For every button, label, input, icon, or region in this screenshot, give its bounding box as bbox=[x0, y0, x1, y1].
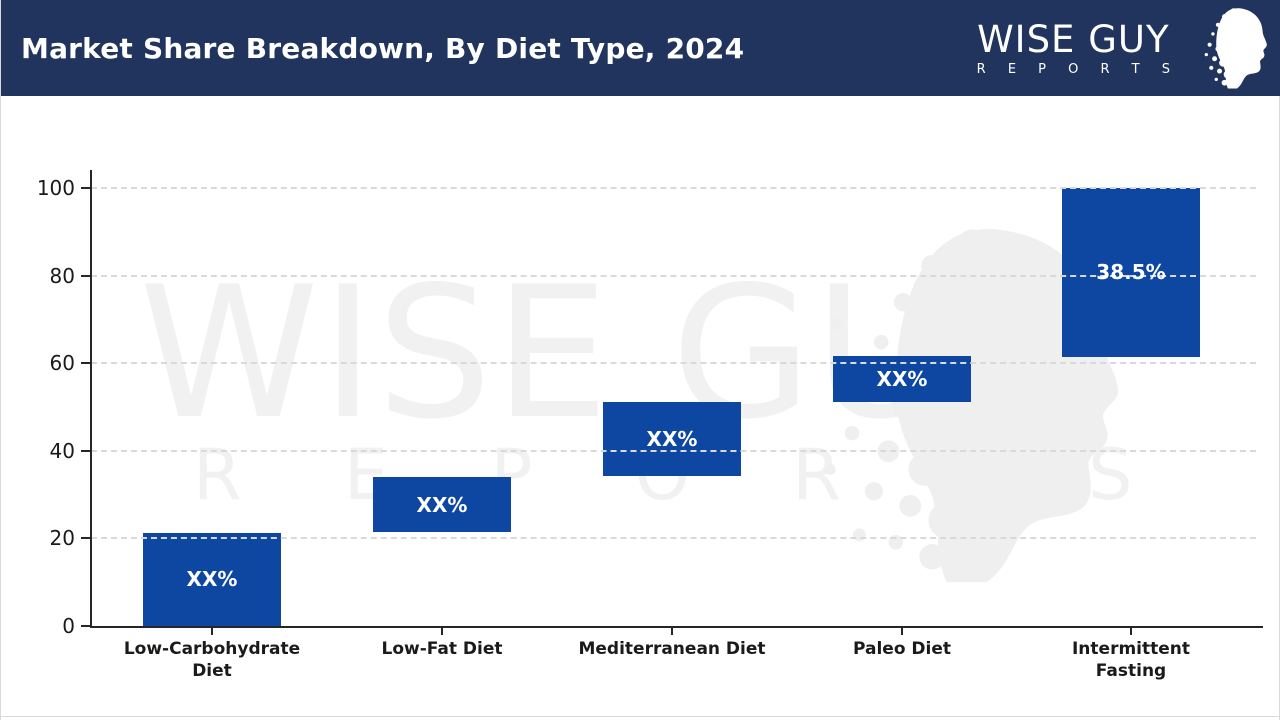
gridline-80 bbox=[91, 274, 1256, 277]
y-tick-mark bbox=[81, 449, 90, 452]
x-tick-mark bbox=[901, 628, 903, 635]
x-axis-spine bbox=[90, 626, 1263, 628]
x-tick-mark bbox=[1130, 628, 1132, 635]
y-axis-spine bbox=[90, 170, 92, 628]
bar-2 bbox=[603, 401, 741, 476]
x-tick-label-3: Paleo Diet bbox=[852, 639, 952, 659]
x-tick-label-4: Intermittent Fasting bbox=[1071, 639, 1191, 681]
y-tick-label: 100 bbox=[36, 176, 75, 200]
dotted-head-profile-icon bbox=[1204, 8, 1267, 89]
x-tick-label-0: Low-Carbohydrate Diet bbox=[123, 639, 301, 681]
gridline-100 bbox=[91, 187, 1256, 189]
header-band: Market Share Breakdown, By Diet Type, 20… bbox=[1, 0, 1280, 96]
y-tick-label: 20 bbox=[49, 526, 75, 551]
bar-value-label: XX% bbox=[646, 426, 698, 451]
wiseguy-logo: WISE GUY R E P O R T S bbox=[968, 5, 1280, 91]
bar-value-label: XX% bbox=[186, 567, 238, 592]
bottom-divider bbox=[1, 716, 1280, 717]
y-tick-label: 40 bbox=[49, 438, 75, 463]
logo-tagline: R E P O R T S bbox=[976, 61, 1179, 77]
y-tick-label: 80 bbox=[49, 263, 75, 288]
x-tick-label-2: Mediterranean Diet bbox=[578, 639, 766, 659]
gridline-60 bbox=[91, 362, 1256, 365]
y-tick-mark bbox=[81, 362, 90, 365]
logo-name: WISE GUY bbox=[977, 17, 1170, 61]
bar-0 bbox=[143, 532, 281, 626]
bar-4 bbox=[1062, 188, 1200, 357]
chart-title: Market Share Breakdown, By Diet Type, 20… bbox=[21, 31, 745, 65]
logo-text: WISE GUY R E P O R T S bbox=[968, 21, 1179, 76]
y-tick-label: 0 bbox=[62, 614, 75, 638]
bar-value-label: XX% bbox=[416, 492, 468, 517]
y-tick-mark bbox=[81, 187, 90, 189]
bar-value-label: 38.5% bbox=[1096, 260, 1166, 285]
x-tick-mark bbox=[671, 628, 673, 635]
x-tick-mark bbox=[441, 628, 443, 635]
x-tick-label-1: Low-Fat Diet bbox=[381, 639, 503, 659]
x-tick-mark bbox=[211, 628, 213, 635]
y-tick-mark bbox=[81, 625, 90, 627]
y-tick-label: 60 bbox=[49, 351, 75, 376]
bar-value-label: XX% bbox=[876, 366, 928, 391]
y-tick-mark bbox=[81, 274, 90, 277]
y-tick-mark bbox=[81, 537, 90, 540]
bar-1 bbox=[373, 477, 511, 533]
gridline-20 bbox=[91, 537, 1256, 540]
gridline-40 bbox=[91, 449, 1256, 452]
